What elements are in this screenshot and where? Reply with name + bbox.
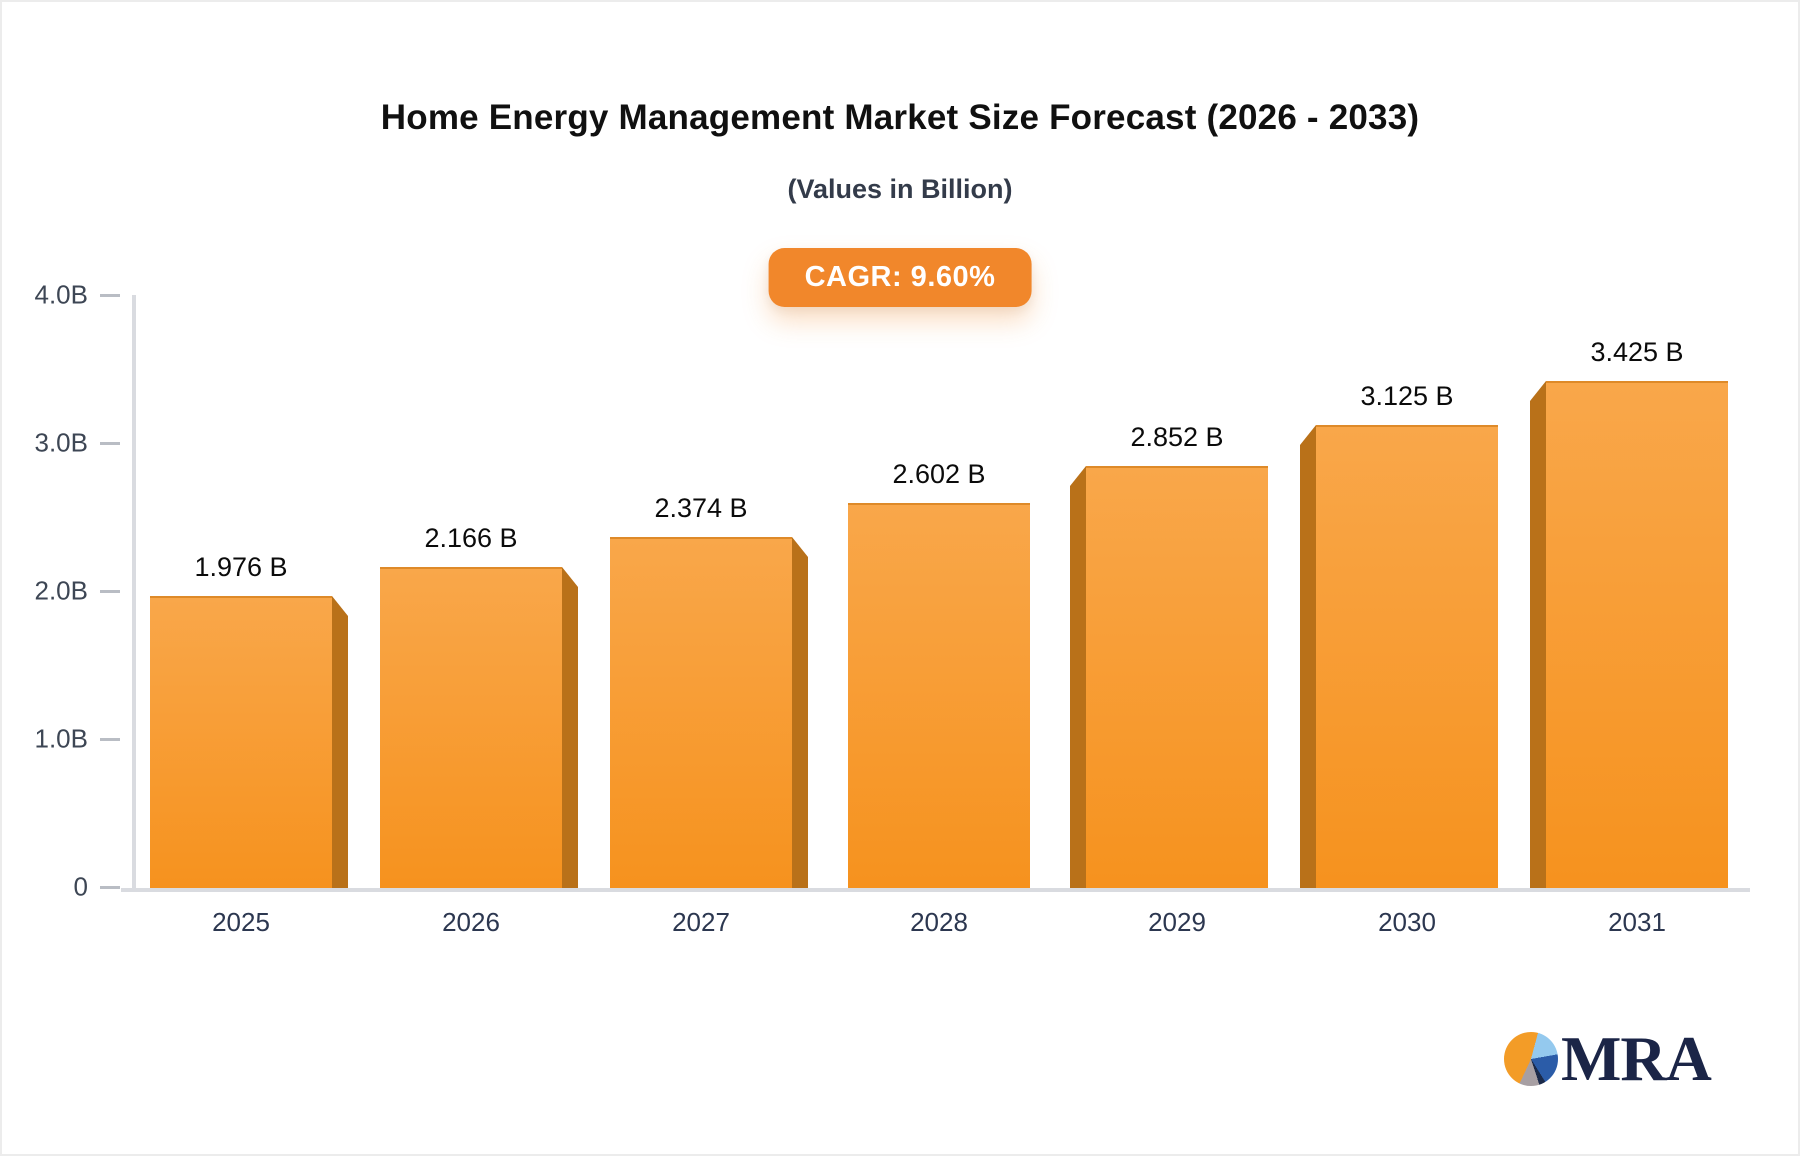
bar-value-label: 1.976 B (194, 552, 288, 582)
bar-face (150, 596, 332, 888)
x-axis-label: 2027 (672, 907, 730, 937)
x-axis-label: 2029 (1148, 907, 1206, 937)
bar-value-label: 2.166 B (424, 523, 518, 553)
y-tick-label: 0 (73, 871, 88, 902)
y-tick-dash (100, 738, 120, 741)
brand-logo: MRA (1504, 1023, 1712, 1094)
y-tick-dash (100, 590, 120, 593)
x-axis-label: 2030 (1378, 907, 1436, 937)
bar-face (1316, 425, 1498, 888)
pie-chart-icon (1504, 1032, 1558, 1086)
bar-column (610, 537, 808, 888)
y-tick-label: 4.0B (34, 279, 89, 310)
bar-column (380, 567, 578, 888)
y-tick-label: 3.0B (34, 427, 89, 458)
bar-face (380, 567, 562, 888)
y-axis-line (132, 295, 136, 892)
x-axis-label: 2025 (212, 907, 270, 937)
bar-column (1530, 381, 1728, 888)
bar-side (1300, 425, 1316, 888)
y-tick-dash (100, 886, 120, 889)
bar-face (1546, 381, 1728, 888)
y-tick-dash (100, 294, 120, 297)
bar-column (1070, 466, 1268, 888)
bar-side (1530, 381, 1546, 888)
bar-face (848, 503, 1030, 888)
y-tick-label: 2.0B (34, 575, 89, 606)
bar-face (1086, 466, 1268, 888)
brand-logo-text: MRA (1561, 1023, 1712, 1094)
bar-column (840, 503, 1038, 888)
chart-subtitle: (Values in Billion) (787, 174, 1013, 204)
y-tick-dash (100, 442, 120, 445)
bar-side (1070, 466, 1086, 888)
chart-title: Home Energy Management Market Size Forec… (380, 98, 1420, 137)
bar-value-label: 3.125 B (1360, 381, 1454, 411)
bar-side (562, 567, 578, 888)
x-axis-label: 2028 (910, 907, 968, 937)
x-axis-line (121, 888, 1750, 892)
cagr-badge: CAGR: 9.60% (768, 248, 1032, 307)
bar-column (150, 596, 348, 888)
bar-value-label: 3.425 B (1590, 337, 1684, 367)
y-tick-label: 1.0B (34, 723, 89, 754)
bar-value-label: 2.374 B (654, 493, 748, 523)
x-axis-label: 2031 (1608, 907, 1666, 937)
bar-side (332, 596, 348, 888)
bar-value-label: 2.602 B (892, 459, 986, 489)
bar-face (610, 537, 792, 888)
bar-value-label: 2.852 B (1130, 422, 1224, 452)
bar-column (1300, 425, 1498, 888)
x-axis-label: 2026 (442, 907, 500, 937)
bar-side (792, 537, 808, 888)
